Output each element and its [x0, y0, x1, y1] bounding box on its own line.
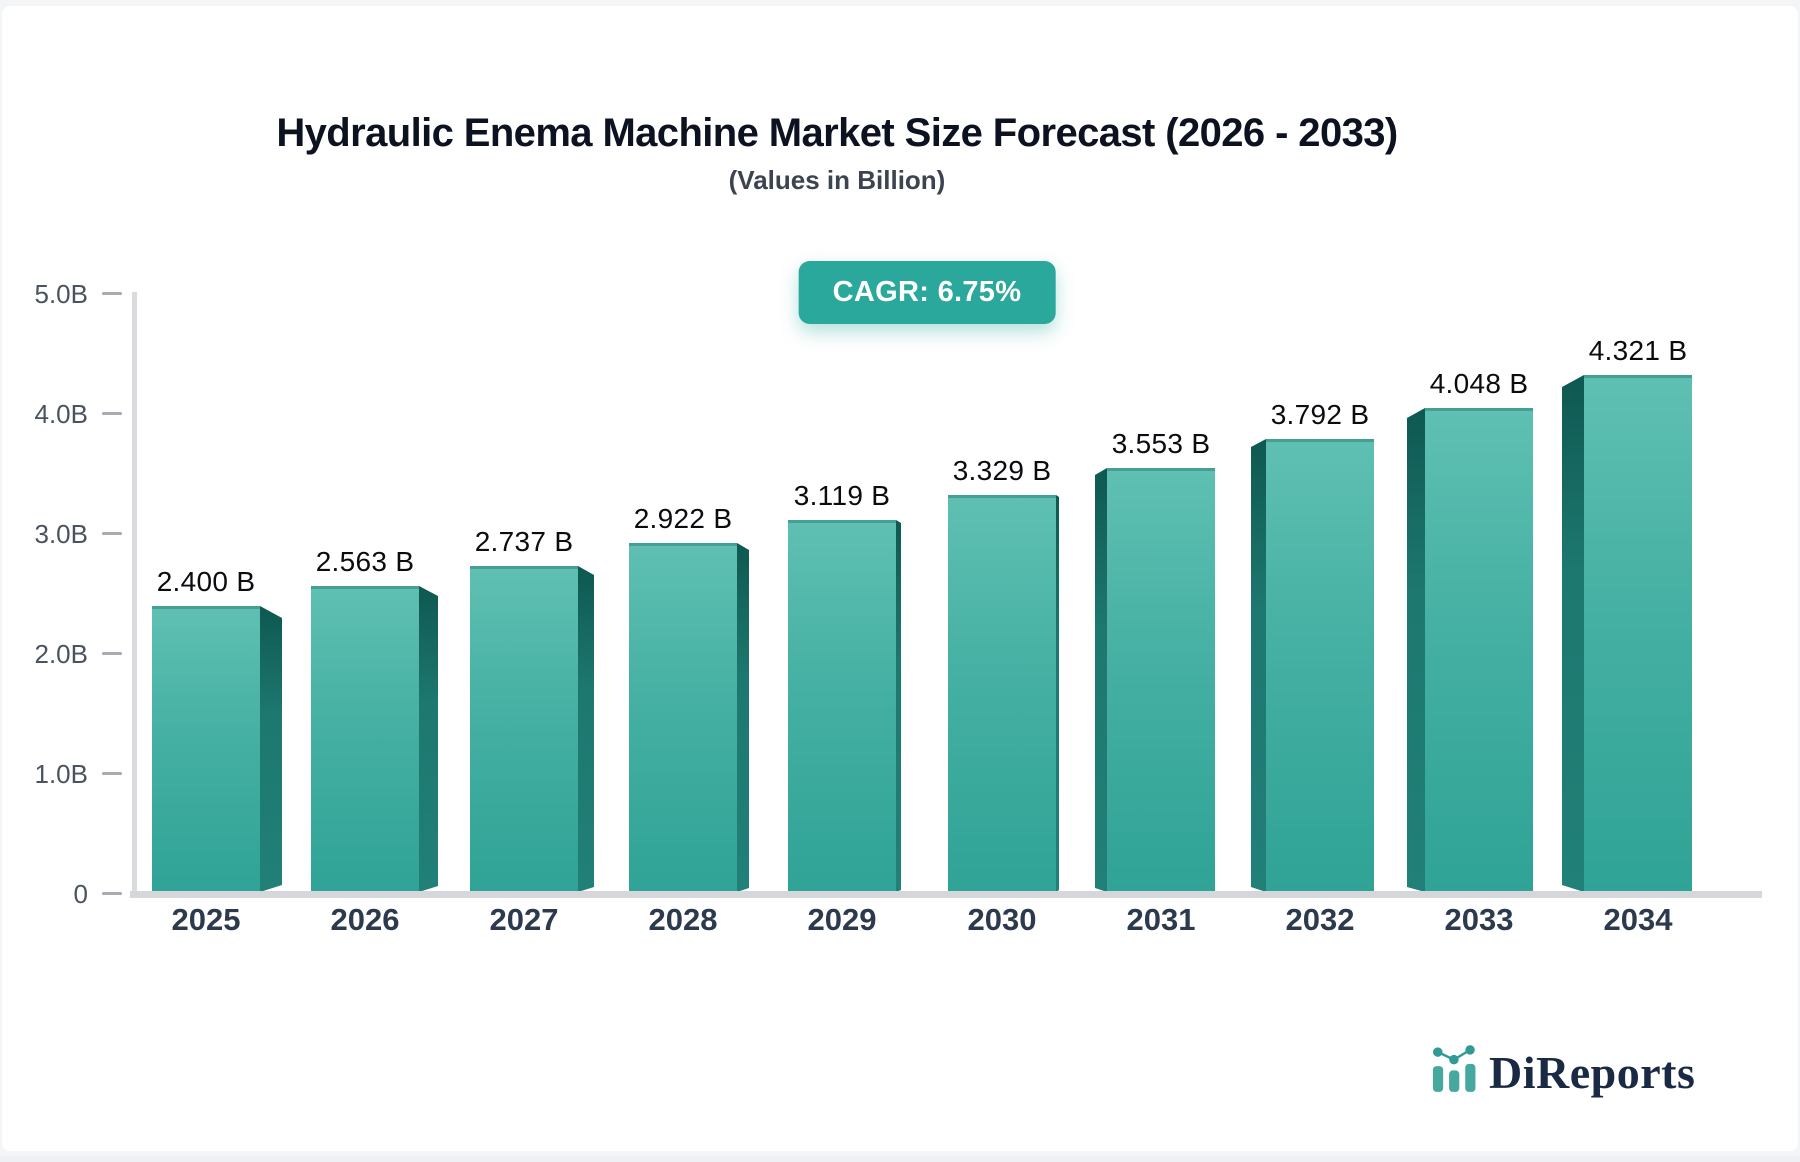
x-axis-baseline	[130, 891, 1762, 898]
y-tick-label: 2.0B	[34, 639, 89, 669]
bar-side-face	[1251, 439, 1266, 892]
brand-chart-icon	[1432, 1045, 1476, 1092]
x-tick-label: 2034	[1603, 902, 1673, 937]
bar-value-label: 3.792 B	[1270, 399, 1370, 430]
y-tick-mark	[102, 772, 122, 775]
x-tick-label: 2026	[330, 902, 400, 937]
y-tick-label: 0	[73, 879, 88, 909]
bar-front-face	[1584, 375, 1692, 892]
x-tick-label: 2031	[1126, 902, 1196, 937]
y-tick-label: 3.0B	[34, 519, 89, 549]
y-tick-label: 5.0B	[34, 279, 89, 309]
bar-front-face	[1266, 439, 1374, 892]
bar-side-face	[896, 520, 901, 892]
bar-value-label: 4.321 B	[1588, 335, 1688, 366]
bar-side-face	[578, 566, 594, 892]
bar-value-label: 2.563 B	[315, 546, 415, 577]
bar-side-face	[419, 586, 438, 892]
bar-side-face	[1056, 495, 1059, 892]
chart-title: Hydraulic Enema Machine Market Size Fore…	[276, 111, 1398, 155]
x-tick-label: 2029	[807, 902, 877, 937]
y-tick-mark	[102, 412, 122, 415]
y-tick-mark	[102, 292, 122, 295]
plot-area: 5.0B 4.0B 3.0B 2.0B 1.0B 0 2.400 B 2025 2.563 B 2…	[2, 6, 1800, 1162]
brand-logo: DiReports	[1430, 1032, 1695, 1096]
bar-front-face	[311, 586, 419, 892]
x-tick-label: 2033	[1444, 902, 1514, 937]
bar-value-label: 3.119 B	[793, 480, 891, 511]
bar-side-face	[1407, 408, 1425, 892]
y-tick-mark	[102, 652, 122, 655]
bar-front-face	[948, 495, 1056, 892]
bar-front-face	[1107, 468, 1215, 892]
brand-logo-text: DiReports	[1489, 1047, 1696, 1098]
bar-side-face	[1562, 375, 1584, 892]
x-tick-label: 2030	[967, 902, 1037, 937]
bar-front-face	[152, 606, 260, 892]
bar-value-label: 2.922 B	[633, 503, 733, 534]
cagr-badge: CAGR: 6.75%	[798, 261, 1056, 324]
bar-value-label: 2.737 B	[474, 526, 574, 557]
y-tick-mark	[102, 532, 122, 535]
x-tick-label: 2025	[171, 902, 241, 937]
y-tick-label: 4.0B	[34, 399, 89, 429]
bar-value-label: 2.400 B	[156, 566, 256, 597]
y-axis-line	[132, 292, 137, 894]
y-tick-mark	[102, 892, 122, 895]
chart-card: Hydraulic Enema Machine Market Size Fore…	[2, 6, 1798, 1151]
y-tick-label: 1.0B	[34, 759, 89, 789]
x-tick-label: 2032	[1285, 902, 1355, 937]
x-tick-label: 2027	[489, 902, 559, 937]
chart-subtitle: (Values in Billion)	[728, 165, 946, 195]
bar-side-face	[737, 543, 749, 892]
bar-front-face	[1425, 408, 1533, 892]
bar-side-face	[1095, 468, 1107, 892]
bar-side-face	[260, 606, 282, 892]
x-tick-label: 2028	[648, 902, 718, 937]
bar-value-label: 4.048 B	[1429, 368, 1529, 399]
bar-front-face	[470, 566, 578, 892]
bar-front-face	[788, 520, 896, 892]
bar-value-label: 3.329 B	[952, 455, 1052, 486]
bar-front-face	[629, 543, 737, 892]
chart-header: Hydraulic Enema Machine Market Size Fore…	[22, 110, 1652, 196]
bar-value-label: 3.553 B	[1111, 428, 1211, 459]
